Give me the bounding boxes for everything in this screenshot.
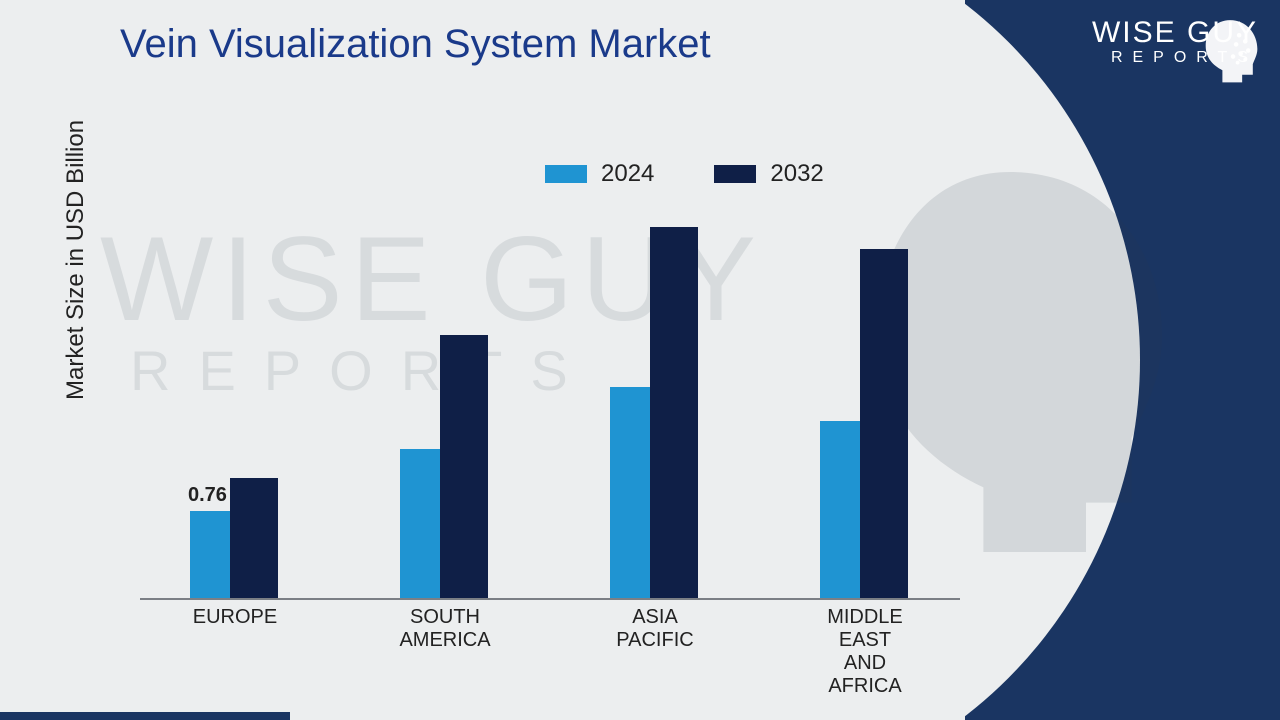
- brand-subline: REPORTS: [1092, 50, 1258, 66]
- chart-baseline: [140, 598, 960, 600]
- stage: Vein Visualization System Market WISE GU…: [0, 0, 1280, 720]
- x-label-asia_pacific: ASIAPACIFIC: [570, 606, 740, 652]
- y-axis-label: Market Size in USD Billion: [62, 120, 90, 400]
- x-label-south_america: SOUTHAMERICA: [360, 606, 530, 652]
- value-label: 0.76: [188, 484, 227, 507]
- brand-word-1: WISE: [1092, 16, 1177, 49]
- legend-swatch-2024: [545, 165, 587, 183]
- bar-europe-2032: [230, 478, 278, 598]
- bottom-accent-strip: [0, 712, 290, 720]
- x-label-mea: MIDDLEEASTANDAFRICA: [780, 606, 950, 698]
- brand-logo: WISE GUY REPORTS: [1092, 18, 1258, 66]
- legend-item-2032: 2032: [714, 160, 823, 188]
- bar-south_america-2032: [440, 335, 488, 598]
- bar-asia_pacific-2032: [650, 227, 698, 598]
- bar-mea-2032: [860, 249, 908, 598]
- legend-item-2024: 2024: [545, 160, 654, 188]
- brand-word-2: GUY: [1187, 16, 1258, 49]
- legend-swatch-2032: [714, 165, 756, 183]
- chart-title: Vein Visualization System Market: [120, 22, 711, 67]
- legend-label-2024: 2024: [601, 160, 654, 188]
- legend: 2024 2032: [545, 160, 824, 188]
- bar-chart: 0.76: [140, 200, 960, 600]
- x-label-europe: EUROPE: [150, 606, 320, 629]
- legend-label-2032: 2032: [770, 160, 823, 188]
